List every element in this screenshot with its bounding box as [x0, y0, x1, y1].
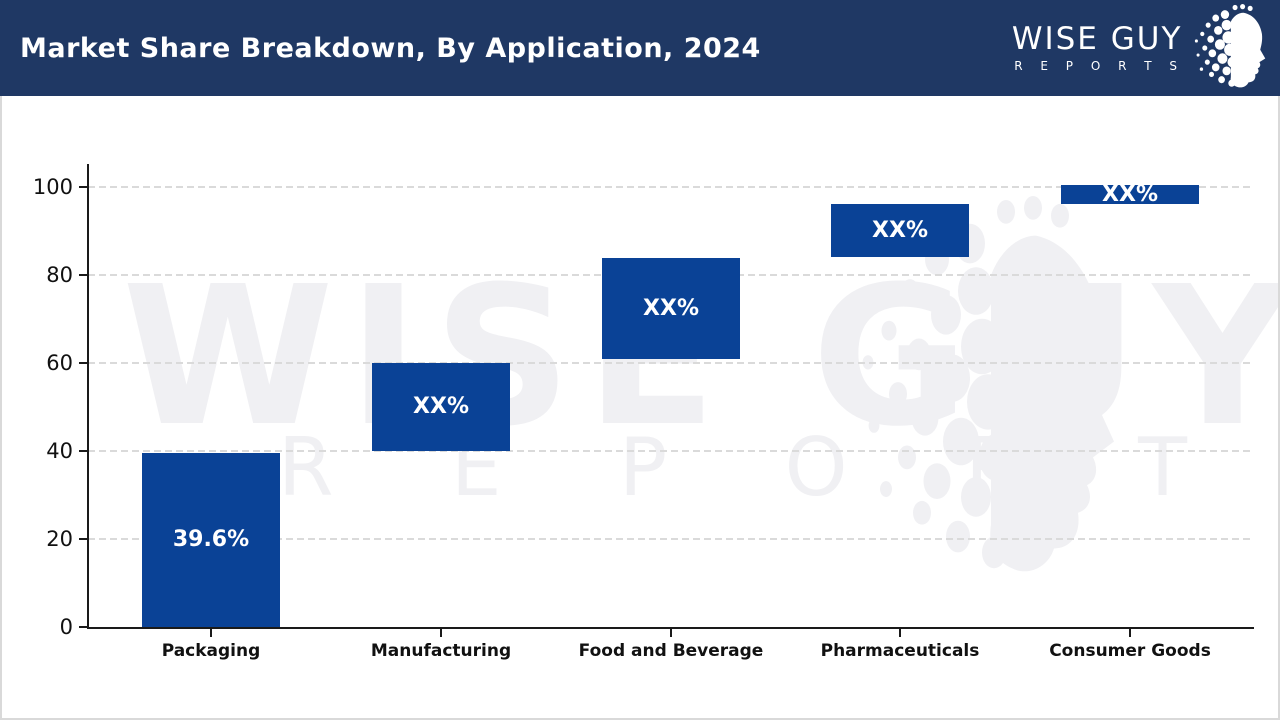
x-tick-label-4: Consumer Goods	[1049, 641, 1211, 661]
gridline-20	[88, 538, 1254, 540]
bar-pharmaceuticals: XX%	[831, 204, 969, 257]
brand-name: WISE GUY	[1011, 21, 1183, 57]
brand-head-icon	[1194, 4, 1266, 88]
y-axis-spine	[87, 164, 89, 629]
y-tick-label-100: 100	[32, 175, 73, 199]
x-tick-label-2: Food and Beverage	[578, 641, 764, 661]
x-tick-label-3: Pharmaceuticals	[820, 641, 980, 661]
brand-subname: R E P O R T S	[1014, 59, 1184, 73]
x-tick-label-0: Packaging	[161, 641, 261, 661]
y-tick-40	[79, 450, 87, 452]
bar-value-label: XX%	[872, 218, 928, 244]
bar-value-label: XX%	[643, 296, 699, 322]
y-tick-20	[79, 538, 87, 540]
gridline-100	[88, 186, 1254, 188]
brand-logo-text: WISE GUY R E P O R T S	[1010, 21, 1184, 73]
x-tick-0	[210, 629, 212, 637]
x-axis-spine	[87, 627, 1254, 629]
x-tick-1	[440, 629, 442, 637]
bar-food-and-beverage: XX%	[602, 257, 740, 360]
y-tick-100	[79, 186, 87, 188]
page-title: Market Share Breakdown, By Application, …	[20, 32, 761, 64]
x-tick-2	[670, 629, 672, 637]
bar-value-label: XX%	[1102, 182, 1158, 208]
y-tick-0	[79, 626, 87, 628]
x-tick-label-1: Manufacturing	[370, 641, 512, 661]
bar-packaging: 39.6%	[142, 452, 280, 627]
bar-value-label: XX%	[413, 394, 469, 420]
x-tick-4	[1129, 629, 1131, 637]
y-tick-label-80: 80	[46, 263, 73, 287]
bar-value-label: 39.6%	[172, 527, 250, 553]
y-tick-label-40: 40	[46, 439, 73, 463]
y-tick-label-0: 0	[59, 615, 73, 639]
y-tick-label-20: 20	[46, 527, 73, 551]
y-tick-80	[79, 274, 87, 276]
bar-manufacturing: XX%	[372, 362, 510, 452]
gridline-40	[88, 450, 1254, 452]
brand-logo: WISE GUY R E P O R T S	[1010, 4, 1280, 92]
y-tick-60	[79, 362, 87, 364]
x-tick-3	[899, 629, 901, 637]
bar-consumer-goods: XX%	[1061, 182, 1199, 208]
gridline-60	[88, 362, 1254, 364]
header-bar: Market Share Breakdown, By Application, …	[0, 0, 1280, 96]
y-tick-label-60: 60	[46, 351, 73, 375]
